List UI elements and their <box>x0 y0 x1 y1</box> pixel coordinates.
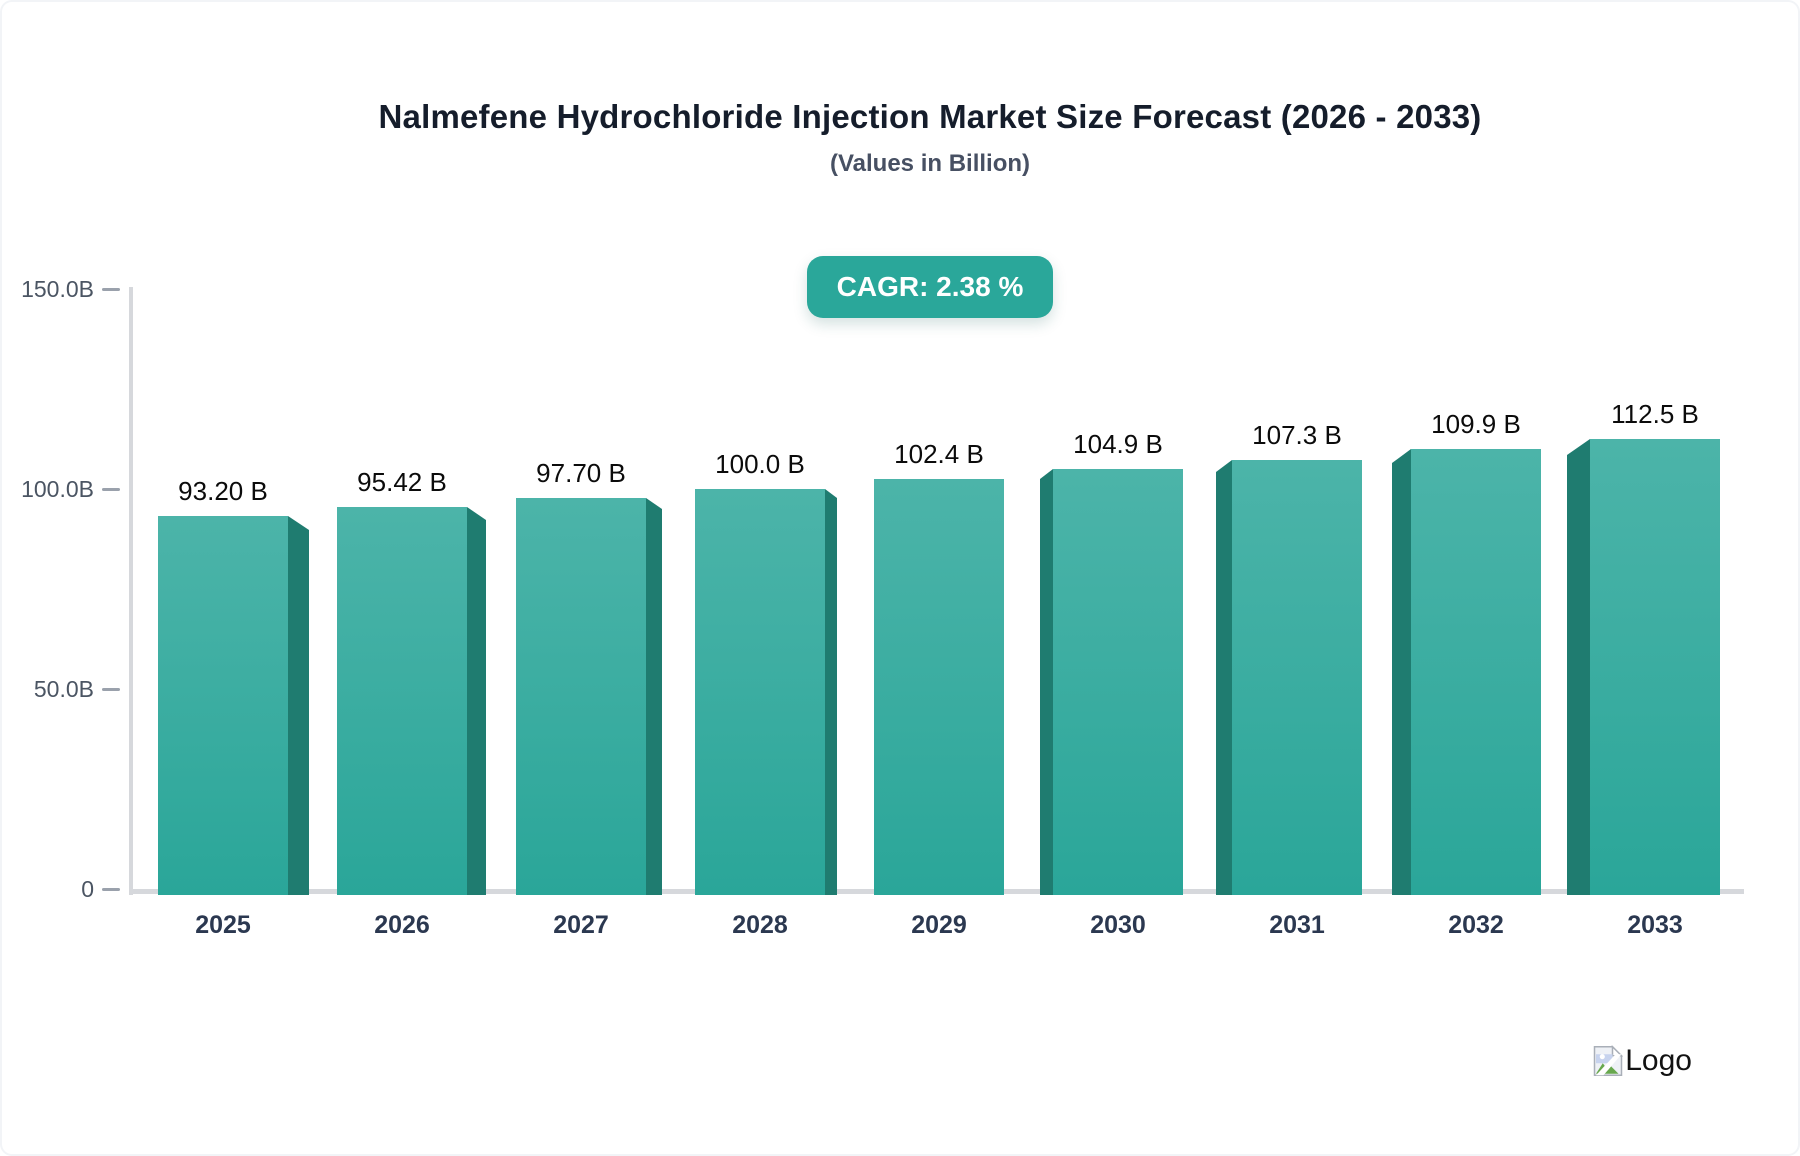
x-axis-year-label: 2032 <box>1448 911 1504 939</box>
logo-text: Logo <box>1625 1044 1692 1077</box>
broken-image-icon <box>1594 1045 1624 1076</box>
bar-side-face <box>825 489 837 895</box>
x-axis-year-label: 2033 <box>1627 911 1683 939</box>
x-axis-year-label: 2027 <box>553 911 609 939</box>
y-axis-tick-mark <box>102 488 120 491</box>
chart-subtitle: (Values in Billion) <box>829 150 1031 177</box>
bar-value-label: 102.4 B <box>894 439 984 469</box>
bar-side-face <box>1216 460 1232 895</box>
y-axis-tick-mark <box>102 288 120 291</box>
bar-side-face <box>1392 449 1411 895</box>
bar-value-label: 107.3 B <box>1252 420 1342 450</box>
bar-side-face <box>1567 439 1590 895</box>
bar-value-label: 104.9 B <box>1073 429 1163 459</box>
logo: Logo <box>1593 1044 1692 1078</box>
bar-side-face <box>646 498 662 895</box>
bar-2031[interactable] <box>1232 460 1362 895</box>
x-axis-year-label: 2029 <box>911 911 967 939</box>
bar-2029[interactable] <box>874 479 1004 895</box>
chart-title: Nalmefene Hydrochloride Injection Market… <box>378 98 1482 135</box>
x-axis-year-label: 2028 <box>732 911 788 939</box>
y-axis-tick-label: 100.0B <box>21 476 94 502</box>
bar-2032[interactable] <box>1411 449 1541 895</box>
x-axis-year-label: 2031 <box>1269 911 1325 939</box>
y-axis-tick-mark <box>102 688 120 691</box>
x-axis-year-label: 2025 <box>195 911 251 939</box>
y-axis-tick-label: 150.0B <box>21 276 94 302</box>
bar-value-label: 112.5 B <box>1611 399 1699 429</box>
bar-value-label: 100.0 B <box>715 449 805 479</box>
bar-side-face <box>1040 469 1053 895</box>
y-axis-tick-label: 50.0B <box>33 676 94 702</box>
bar-side-face <box>288 516 309 895</box>
y-axis-tick-label: 0 <box>81 876 94 902</box>
bar-2028[interactable] <box>695 489 825 895</box>
bar-2027[interactable] <box>516 498 646 895</box>
y-axis-line <box>129 287 133 895</box>
bar-2033[interactable] <box>1590 439 1720 895</box>
bar-2025[interactable] <box>158 516 288 895</box>
cagr-badge-row: CAGR: 2.38 % <box>62 256 1798 318</box>
bar-2026[interactable] <box>337 507 467 895</box>
x-axis-year-label: 2030 <box>1090 911 1146 939</box>
x-axis-year-label: 2026 <box>374 911 430 939</box>
bar-value-label: 93.20 B <box>178 476 268 506</box>
bar-2030[interactable] <box>1053 469 1183 895</box>
cagr-badge: CAGR: 2.38 % <box>806 256 1054 318</box>
bar-value-label: 109.9 B <box>1431 409 1521 439</box>
bar-value-label: 97.70 B <box>536 458 626 488</box>
bar-value-label: 95.42 B <box>357 467 447 497</box>
bar-side-face <box>467 507 486 895</box>
y-axis-tick-mark <box>102 888 120 891</box>
